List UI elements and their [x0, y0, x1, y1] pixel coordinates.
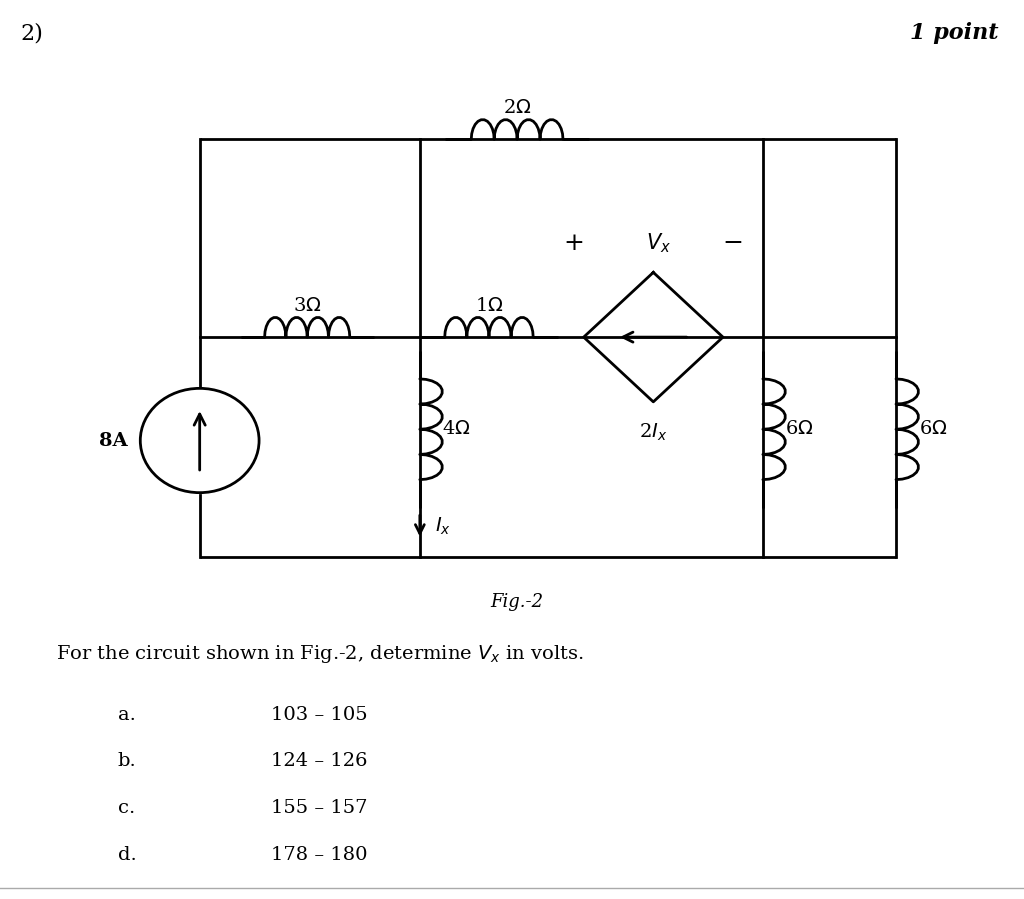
Text: 8A: 8A: [99, 432, 128, 450]
Text: 178 – 180: 178 – 180: [271, 846, 368, 864]
Text: 155 – 157: 155 – 157: [271, 799, 368, 817]
Text: For the circuit shown in Fig.-2, determine $V_x$ in volts.: For the circuit shown in Fig.-2, determi…: [56, 643, 584, 664]
Text: −: −: [723, 232, 743, 255]
Text: 2$\Omega$: 2$\Omega$: [503, 99, 531, 117]
Text: d.: d.: [118, 846, 136, 864]
Text: b.: b.: [118, 752, 136, 770]
Text: 1$\Omega$: 1$\Omega$: [475, 297, 503, 315]
Text: 6$\Omega$: 6$\Omega$: [919, 420, 947, 439]
Text: 4$\Omega$: 4$\Omega$: [442, 420, 471, 439]
Text: 3$\Omega$: 3$\Omega$: [293, 297, 322, 315]
Text: +: +: [563, 232, 584, 255]
Text: 6$\Omega$: 6$\Omega$: [785, 420, 814, 439]
Text: 2$I_x$: 2$I_x$: [639, 422, 668, 443]
Text: $I_x$: $I_x$: [435, 515, 452, 537]
Text: $V_x$: $V_x$: [646, 232, 671, 255]
Text: c.: c.: [118, 799, 135, 817]
Text: 124 – 126: 124 – 126: [271, 752, 368, 770]
Text: 2): 2): [20, 22, 43, 44]
Text: 103 – 105: 103 – 105: [271, 706, 368, 724]
Text: Fig.-2: Fig.-2: [490, 593, 544, 611]
Text: 1 point: 1 point: [910, 22, 998, 44]
Text: a.: a.: [118, 706, 135, 724]
